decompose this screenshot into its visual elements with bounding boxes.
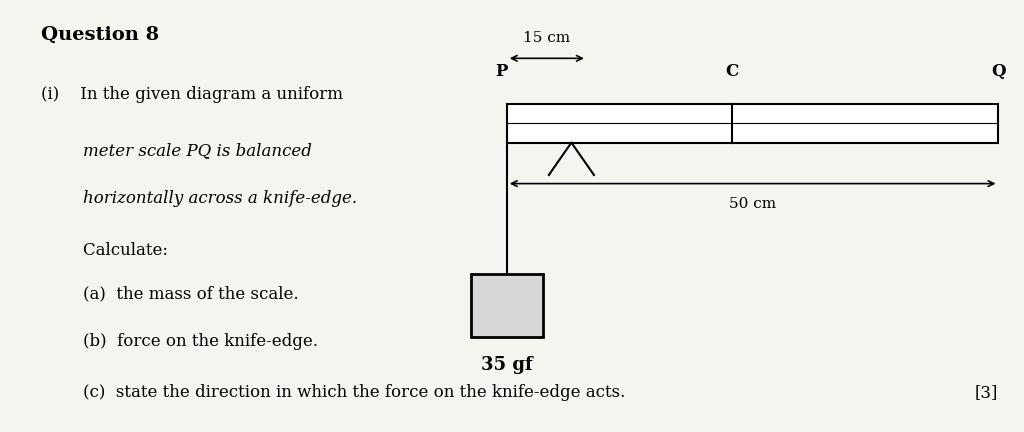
Bar: [471, 274, 543, 337]
Text: (i)    In the given diagram a uniform: (i) In the given diagram a uniform: [41, 86, 343, 103]
Text: P: P: [496, 63, 508, 80]
Text: meter scale PQ is balanced: meter scale PQ is balanced: [41, 143, 312, 159]
Text: Calculate:: Calculate:: [41, 242, 168, 259]
Text: [3]: [3]: [975, 384, 998, 401]
Text: Q: Q: [991, 63, 1006, 80]
Text: 15 cm: 15 cm: [523, 32, 570, 45]
Text: 50 cm: 50 cm: [729, 197, 776, 210]
Bar: [507, 104, 998, 143]
Text: C: C: [726, 63, 738, 80]
Text: horizontally across a knife-edge.: horizontally across a knife-edge.: [41, 190, 357, 207]
Text: (a)  the mass of the scale.: (a) the mass of the scale.: [41, 285, 299, 302]
Text: Question 8: Question 8: [41, 26, 159, 44]
Text: (b)  force on the knife-edge.: (b) force on the knife-edge.: [41, 333, 318, 349]
Text: (c)  state the direction in which the force on the knife-edge acts.: (c) state the direction in which the for…: [41, 384, 626, 401]
Text: 35 gf: 35 gf: [481, 356, 532, 375]
